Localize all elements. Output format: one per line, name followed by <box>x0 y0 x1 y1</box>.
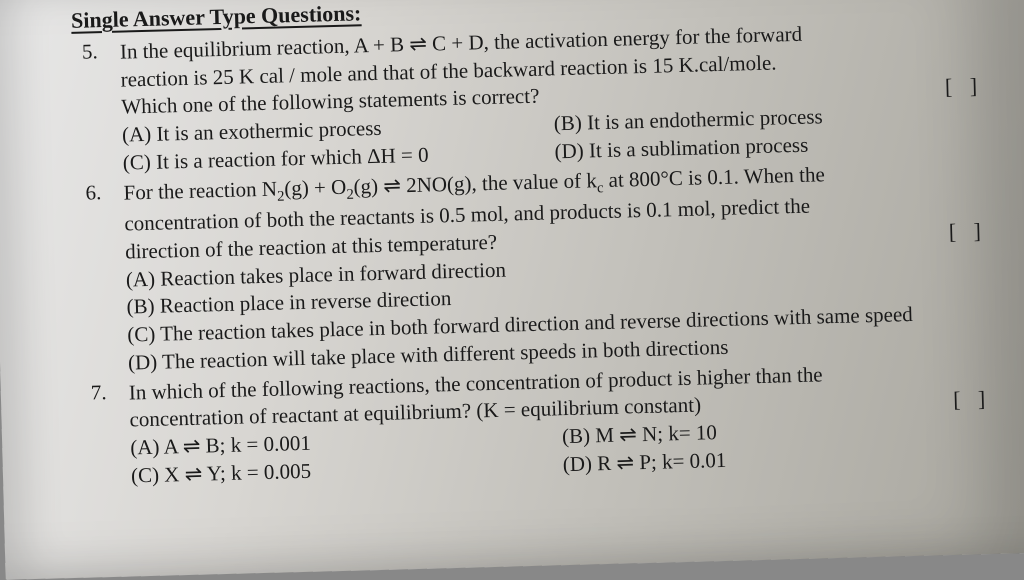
question-5: 5. In the equilibrium reaction, A + B ⇌ … <box>82 15 1015 178</box>
question-7: 7. In which of the following reactions, … <box>91 356 1024 491</box>
question-body: In which of the following reactions, the… <box>128 356 1023 490</box>
answer-bracket: [ ] <box>948 216 987 246</box>
q6-line1b: (g) + O <box>284 174 347 200</box>
question-6: 6. For the reaction N2(g) + O2(g) ⇌ 2NO(… <box>85 156 1020 378</box>
answer-bracket: [ ] <box>953 384 992 414</box>
question-number: 6. <box>85 179 128 378</box>
question-number: 5. <box>82 39 124 179</box>
q6-line1d: at 800°C is 0.1. When the <box>603 162 825 192</box>
question-body: For the reaction N2(g) + O2(g) ⇌ 2NO(g),… <box>123 156 1020 377</box>
answer-bracket: [ ] <box>945 71 984 101</box>
question-number: 7. <box>91 379 132 491</box>
page: Single Answer Type Questions: 5. In the … <box>0 0 1024 580</box>
q6-line1a: For the reaction N <box>123 176 277 204</box>
q6-line1c: (g) ⇌ 2NO(g), the value of k <box>353 168 597 198</box>
question-body: In the equilibrium reaction, A + B ⇌ C +… <box>120 15 1015 177</box>
